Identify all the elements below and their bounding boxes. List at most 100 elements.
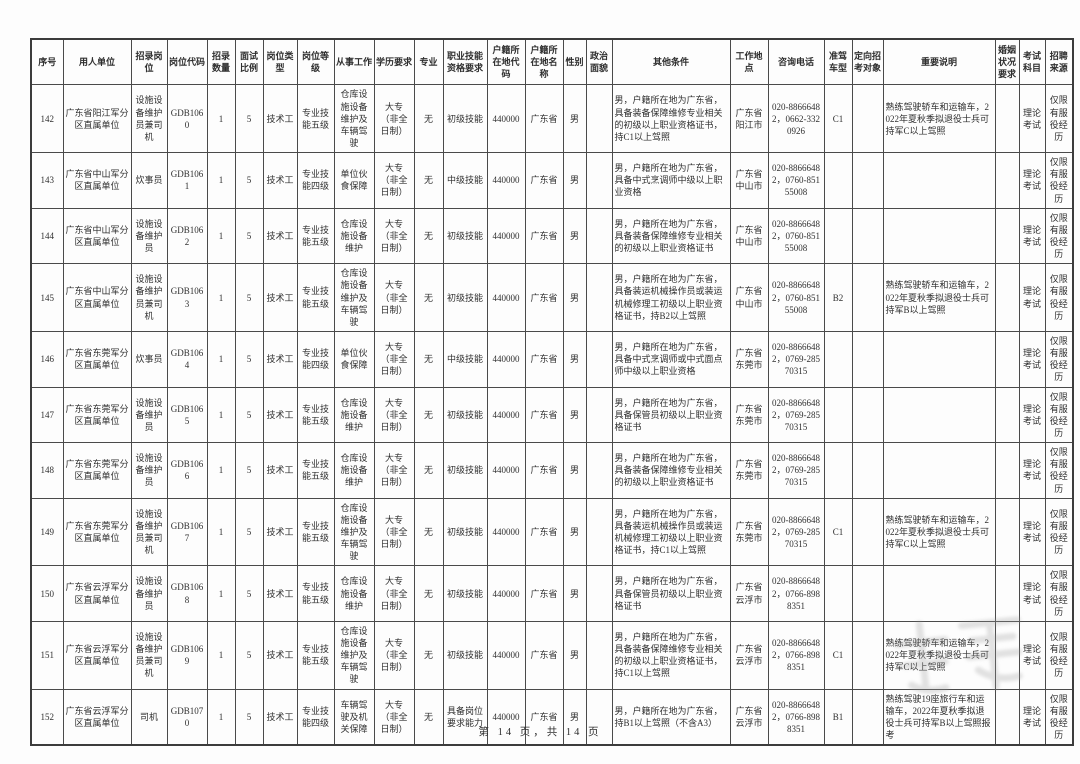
- header-other-conditions: 其他条件: [611, 38, 731, 86]
- cell-targeted-recruit: [851, 152, 884, 209]
- cell-major: 无: [413, 84, 444, 154]
- cell-education: 大专（非全日制）: [373, 565, 415, 622]
- cell-interview-ratio: 5: [234, 386, 264, 444]
- page-number: 第 14 页，共 14 页: [478, 727, 602, 738]
- cell-major: 无: [413, 497, 444, 567]
- cell-gender: 男: [562, 207, 587, 265]
- cell-work-location: 广东省云浮市: [729, 688, 769, 746]
- cell-education: 大专（非全日制）: [373, 386, 415, 444]
- cell-position: 设施设备维护员: [130, 386, 168, 444]
- cell-license-type: B1: [823, 688, 853, 746]
- cell-important-note: [882, 207, 996, 265]
- cell-political-status: [585, 565, 613, 622]
- cell-education: 大专（非全日制）: [373, 330, 415, 388]
- header-important-note: 重要说明: [882, 38, 996, 86]
- cell-work-location: 广东省云浮市: [729, 620, 769, 690]
- cell-quota: 1: [206, 620, 236, 690]
- cell-hukou-name: 广东省: [524, 386, 564, 444]
- cell-job-duty: 仓库设施设备维护及车辆驾驶: [333, 620, 375, 690]
- cell-phone: 020-88666482，0760-85155008: [767, 207, 825, 265]
- cell-position-type: 技术工: [262, 207, 298, 265]
- header-position: 招录岗位: [130, 38, 168, 86]
- cell-exam-subject: 理论考试: [1018, 152, 1046, 209]
- cell-job-duty: 单位伙食保障: [333, 152, 375, 209]
- cell-gender: 男: [562, 442, 587, 499]
- cell-other-conditions: 男，户籍所在地为广东省，具备装备保障维修专业相关的初级以上职业资格证书，持C1以…: [611, 84, 731, 154]
- table-row: 143 广东省中山军分区直属单位 炊事员 GDB1061 1 5 技术工 专业技能四级 单位伙食…: [30, 152, 1074, 209]
- cell-hukou-code: 440000: [486, 565, 526, 622]
- cell-position-code: GDB1061: [166, 152, 208, 209]
- cell-employer: 广东省东莞军分区直属单位: [62, 497, 132, 567]
- cell-education: 大专（非全日制）: [373, 263, 415, 332]
- cell-work-location: 广东省东莞市: [729, 497, 769, 567]
- cell-important-note: 熟练驾驶轿车和运输车，2022年夏秋季拟退役士兵可持军C以上驾照: [882, 497, 996, 567]
- header-position-code: 岗位代码: [166, 38, 208, 86]
- cell-phone: 020-88666482，0766-8988351: [767, 565, 825, 622]
- cell-targeted-recruit: [851, 207, 884, 265]
- cell-quota: 1: [206, 330, 236, 388]
- cell-recruit-source: 仅限有服役经历: [1044, 386, 1074, 444]
- cell-license-type: [823, 442, 853, 499]
- cell-hukou-code: 440000: [486, 620, 526, 690]
- cell-quota: 1: [206, 263, 236, 332]
- cell-political-status: [585, 330, 613, 388]
- cell-marital-status: [994, 330, 1020, 388]
- cell-marital-status: [994, 152, 1020, 209]
- table-row: 142 广东省阳江军分区直属单位 设施设备维护员兼司机 GDB1060 1 5 技术工 专业技…: [30, 84, 1074, 154]
- cell-position-grade: 专业技能五级: [296, 620, 335, 690]
- header-index: 序号: [30, 38, 64, 86]
- cell-targeted-recruit: [851, 330, 884, 388]
- header-recruit-source: 招聘来源: [1044, 38, 1074, 86]
- cell-hukou-code: 440000: [486, 688, 526, 746]
- header-employer: 用人单位: [62, 38, 132, 86]
- cell-hukou-name: 广东省: [524, 565, 564, 622]
- cell-hukou-name: 广东省: [524, 442, 564, 499]
- cell-other-conditions: 男，户籍所在地为广东省，具备装备保障维修专业相关的初级以上职业资格证书: [611, 442, 731, 499]
- cell-targeted-recruit: [851, 263, 884, 332]
- cell-interview-ratio: 5: [234, 330, 264, 388]
- recruitment-table: 序号 用人单位 招录岗位 岗位代码 招录数量 面试比例 岗位类型 岗位等级 从事工作 学历要求 专业…: [30, 38, 1074, 747]
- cell-position-type: 技术工: [262, 565, 298, 622]
- table-row: 144 广东省中山军分区直属单位 设施设备维护员 GDB1062 1 5 技术工 专业技能五级…: [30, 207, 1074, 265]
- cell-marital-status: [994, 442, 1020, 499]
- cell-license-type: [823, 152, 853, 209]
- header-skill-requirement: 职业技能资格要求: [442, 38, 488, 86]
- cell-quota: 1: [206, 84, 236, 154]
- cell-position: 炊事员: [130, 152, 168, 209]
- cell-position: 设施设备维护员兼司机: [130, 263, 168, 332]
- cell-marital-status: [994, 386, 1020, 444]
- cell-hukou-code: 440000: [486, 84, 526, 154]
- cell-major: 无: [413, 565, 444, 622]
- cell-other-conditions: 男，户籍所在地为广东省，具备保管员初级以上职业资格证书: [611, 565, 731, 622]
- header-major: 专业: [413, 38, 444, 86]
- cell-position: 设施设备维护员兼司机: [130, 620, 168, 690]
- cell-index: 144: [30, 207, 64, 265]
- header-position-grade: 岗位等级: [296, 38, 335, 86]
- cell-major: 无: [413, 620, 444, 690]
- cell-recruit-source: 仅限有服役经历: [1044, 207, 1074, 265]
- cell-targeted-recruit: [851, 565, 884, 622]
- cell-position-code: GDB1066: [166, 442, 208, 499]
- cell-work-location: 广东省中山市: [729, 263, 769, 332]
- cell-work-location: 广东省阳江市: [729, 84, 769, 154]
- header-targeted-recruit: 定向招考对象: [851, 38, 884, 86]
- cell-interview-ratio: 5: [234, 497, 264, 567]
- cell-political-status: [585, 442, 613, 499]
- cell-other-conditions: 男，户籍所在地为广东省，具备中式烹调师或中式面点师中级以上职业资格: [611, 330, 731, 388]
- cell-hukou-name: 广东省: [524, 207, 564, 265]
- cell-recruit-source: 仅限有服役经历: [1044, 152, 1074, 209]
- cell-marital-status: [994, 565, 1020, 622]
- cell-recruit-source: 仅限有服役经历: [1044, 330, 1074, 388]
- cell-recruit-source: 仅限有服役经历: [1044, 84, 1074, 154]
- cell-position-type: 技术工: [262, 620, 298, 690]
- table-row: 152 广东省云浮军分区直属单位 司机 GDB1070 1 5 技术工 专业技能四级 车辆驾驶及…: [30, 688, 1074, 746]
- cell-other-conditions: 男，户籍所在地为广东省，具备保管员初级以上职业资格证书: [611, 386, 731, 444]
- cell-education: 大专（非全日制）: [373, 688, 415, 746]
- cell-important-note: [882, 386, 996, 444]
- header-interview-ratio: 面试比例: [234, 38, 264, 86]
- header-hukou-code: 户籍所在地代码: [486, 38, 526, 86]
- cell-marital-status: [994, 497, 1020, 567]
- cell-education: 大专（非全日制）: [373, 207, 415, 265]
- cell-quota: 1: [206, 497, 236, 567]
- cell-employer: 广东省云浮军分区直属单位: [62, 565, 132, 622]
